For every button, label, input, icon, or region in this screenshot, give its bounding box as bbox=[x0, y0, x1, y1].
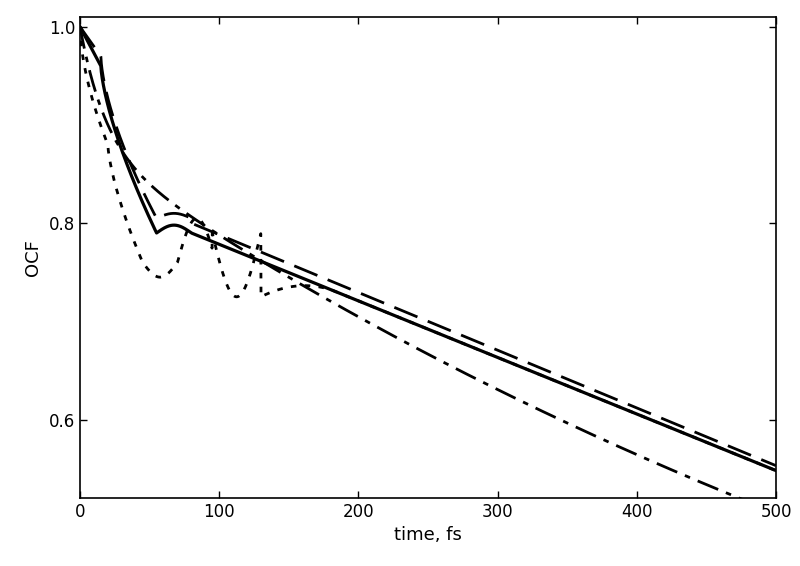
Y-axis label: OCF: OCF bbox=[24, 239, 42, 276]
X-axis label: time, fs: time, fs bbox=[394, 526, 462, 544]
